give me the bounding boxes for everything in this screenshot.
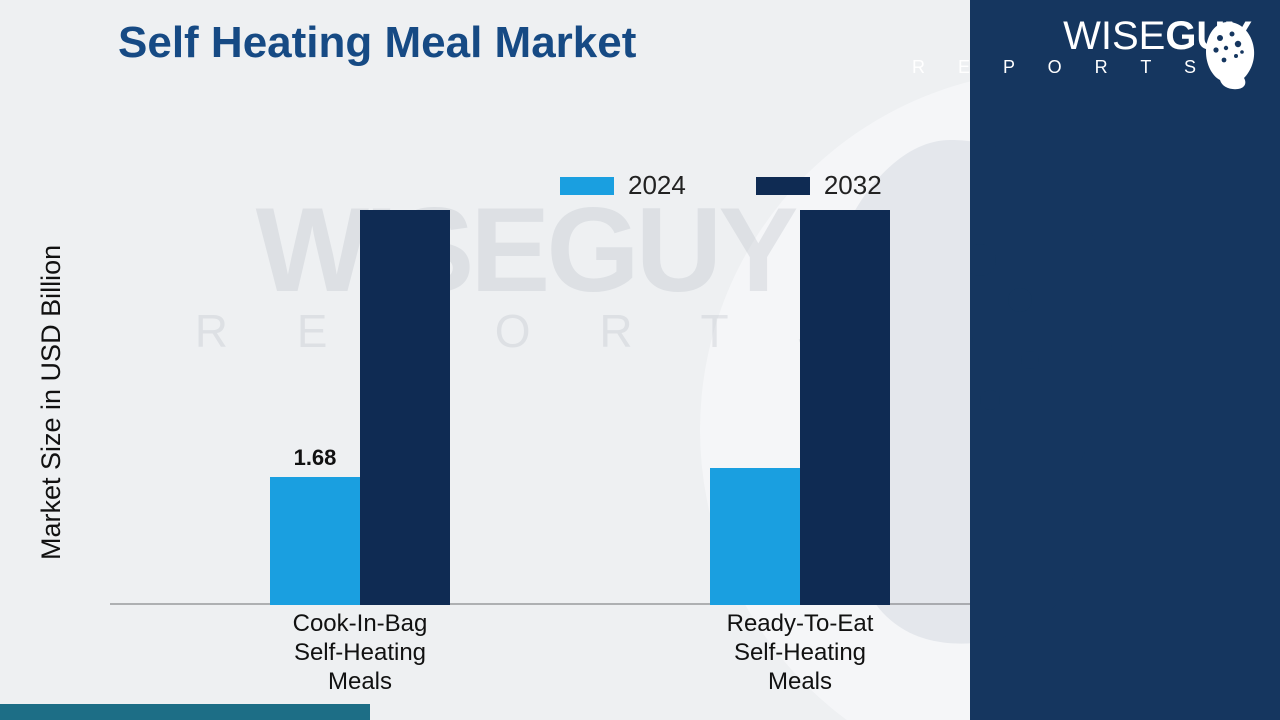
plot-area: 1.68 Cook-In-Bag Self-Heating Meals Read… (110, 210, 970, 605)
chart-title: Self Heating Meal Market (118, 18, 636, 68)
category-label-ready-to-eat: Ready-To-Eat Self-Heating Meals (690, 610, 910, 696)
category-label-cook-in-bag: Cook-In-Bag Self-Heating Meals (250, 610, 470, 696)
bar-2024-cook-in-bag (270, 477, 360, 605)
legend-swatch-2024 (560, 177, 614, 195)
category-line: Meals (328, 668, 392, 695)
legend: 2024 2032 (560, 170, 882, 201)
category-line: Meals (768, 668, 832, 695)
legend-label-2032: 2032 (824, 170, 882, 201)
category-line: Cook-In-Bag (293, 610, 428, 637)
legend-item-2024: 2024 (560, 170, 686, 201)
bar-2032-ready-to-eat (800, 210, 890, 605)
category-line: Self-Heating (734, 639, 866, 666)
y-axis-label: Market Size in USD Billion (36, 245, 67, 560)
chart-card: WISEGUY R E P O R T S Self Heating Meal … (0, 0, 1280, 720)
legend-swatch-2032 (756, 177, 810, 195)
category-line: Self-Heating (294, 639, 426, 666)
bar-group-ready-to-eat (710, 210, 900, 605)
bar-2032-cook-in-bag (360, 210, 450, 605)
brand-logo: WISEGUY R E P O R T S (912, 16, 1252, 76)
legend-label-2024: 2024 (628, 170, 686, 201)
category-line: Ready-To-Eat (727, 610, 874, 637)
brand-logo-wise: WISE (1063, 14, 1165, 58)
legend-item-2032: 2032 (756, 170, 882, 201)
bar-group-cook-in-bag (270, 210, 460, 605)
bar-2024-ready-to-eat (710, 468, 800, 605)
value-label-2024-cook-in-bag: 1.68 (260, 445, 370, 471)
bottom-accent-strip (0, 704, 370, 720)
brand-head-icon (1198, 20, 1258, 90)
